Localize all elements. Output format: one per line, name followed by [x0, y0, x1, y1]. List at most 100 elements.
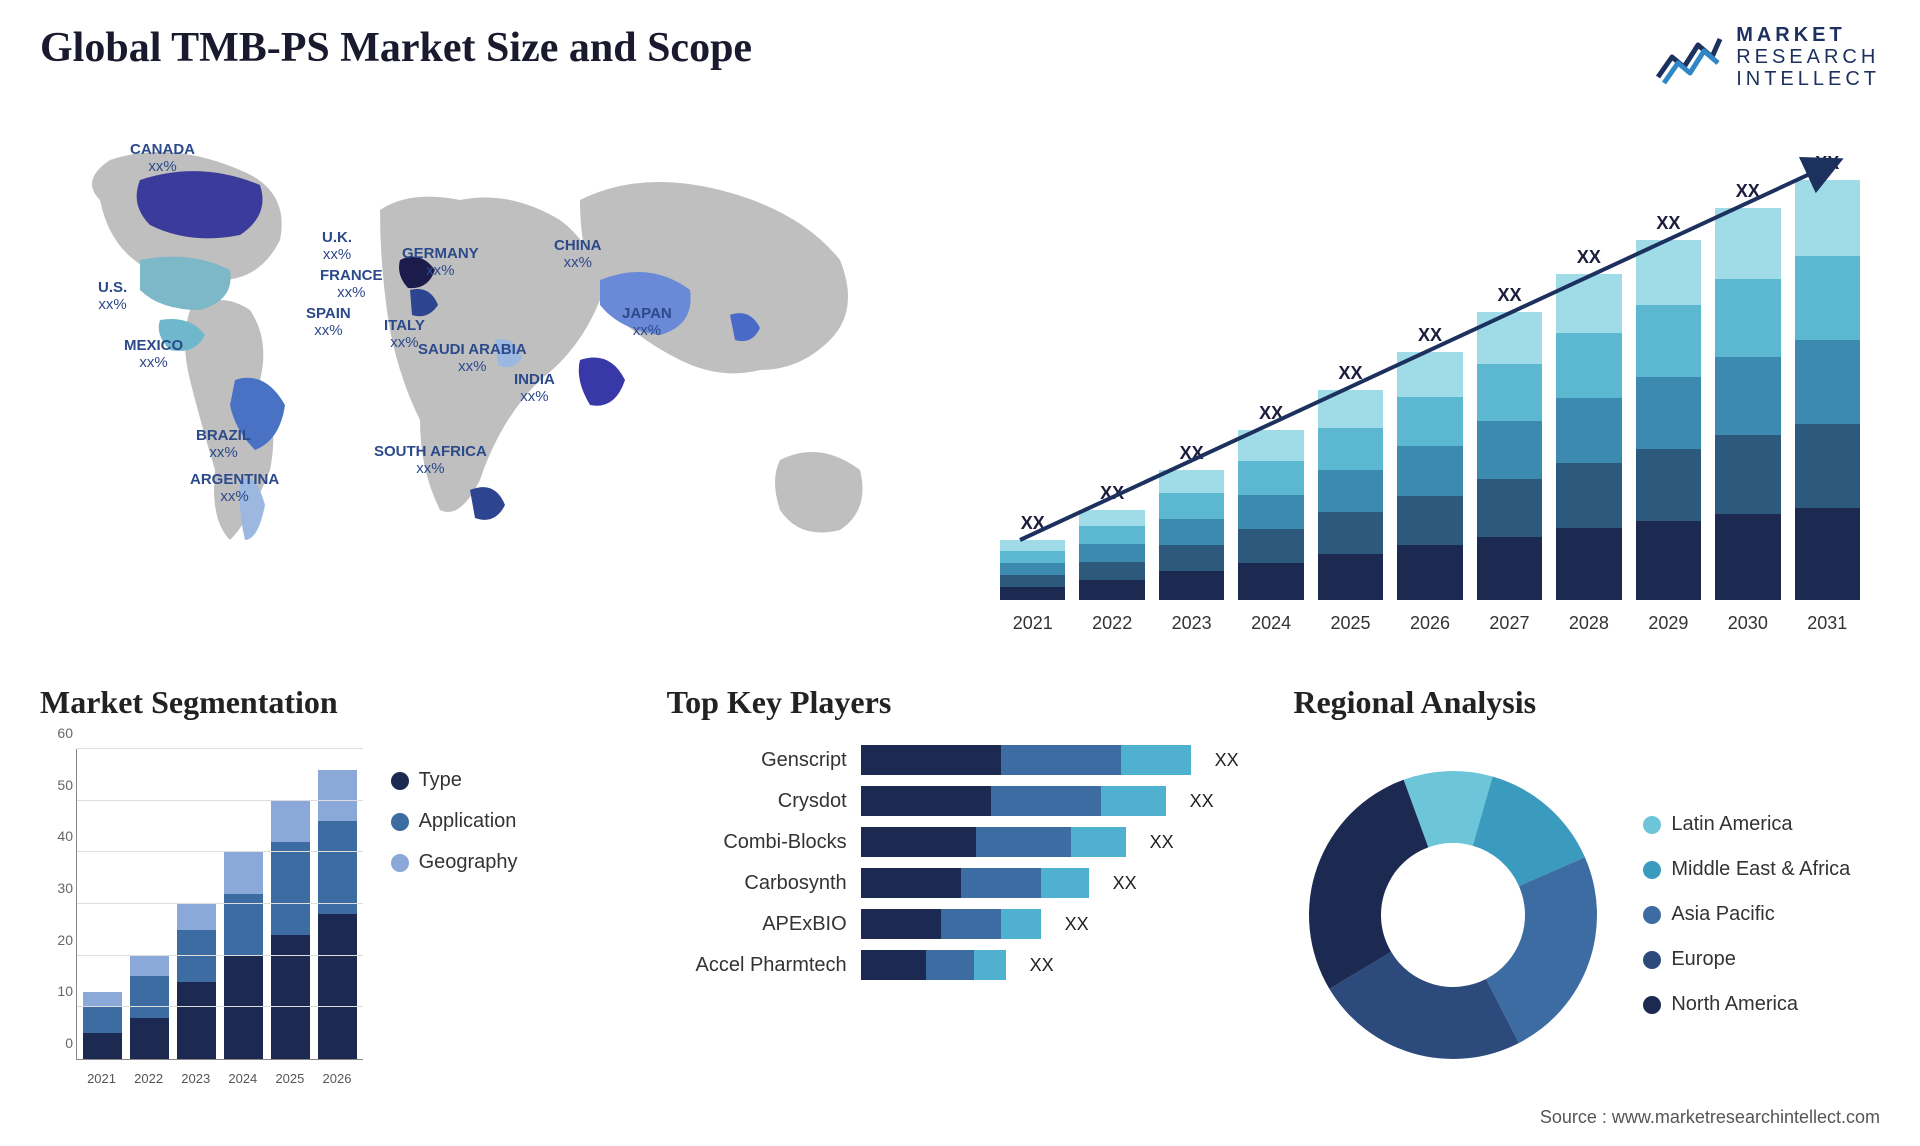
country-label: FRANCExx% — [320, 268, 383, 301]
key-player-bar — [861, 868, 1089, 898]
country-label: GERMANYxx% — [402, 246, 479, 279]
growth-value-label: XX — [1180, 443, 1204, 464]
key-player-row: GenscriptXX — [667, 745, 1254, 775]
logo-mark-icon — [1654, 27, 1724, 87]
seg-y-tick: 10 — [45, 983, 73, 999]
seg-bar — [224, 852, 263, 1059]
seg-x-label: 2021 — [82, 1071, 121, 1086]
growth-bar: XX — [1397, 325, 1462, 600]
growth-x-label: 2026 — [1397, 613, 1462, 634]
page-title: Global TMB-PS Market Size and Scope — [40, 24, 752, 72]
key-player-label: Accel Pharmtech — [667, 954, 847, 977]
seg-y-tick: 0 — [45, 1035, 73, 1051]
source-footer: Source : www.marketresearchintellect.com — [1540, 1107, 1880, 1128]
country-label: MEXICOxx% — [124, 338, 183, 371]
growth-value-label: XX — [1021, 513, 1045, 534]
growth-x-label: 2023 — [1159, 613, 1224, 634]
seg-x-label: 2025 — [270, 1071, 309, 1086]
key-player-row: APExBIOXX — [667, 909, 1254, 939]
seg-y-tick: 20 — [45, 932, 73, 948]
key-player-row: Combi-Blocks XX — [667, 827, 1254, 857]
country-label: ARGENTINAxx% — [190, 472, 279, 505]
title-bar: Global TMB-PS Market Size and Scope MARK… — [40, 24, 1880, 90]
key-player-row: Carbosynth XX — [667, 868, 1254, 898]
key-player-value: XX — [1190, 791, 1214, 812]
growth-bar: XX — [1159, 443, 1224, 600]
key-player-label: Crysdot — [667, 790, 847, 813]
regional-donut-chart — [1293, 755, 1613, 1075]
growth-x-label: 2031 — [1795, 613, 1860, 634]
regional-legend: Latin AmericaMiddle East & AfricaAsia Pa… — [1643, 813, 1850, 1016]
world-map-icon — [40, 120, 940, 640]
country-label: U.K.xx% — [322, 230, 352, 263]
seg-bar — [318, 770, 357, 1059]
brand-logo: MARKET RESEARCH INTELLECT — [1654, 24, 1880, 90]
seg-x-label: 2026 — [317, 1071, 356, 1086]
legend-item: Middle East & Africa — [1643, 858, 1850, 881]
growth-x-label: 2030 — [1715, 613, 1780, 634]
growth-bar: XX — [1238, 403, 1303, 600]
growth-bar: XX — [1556, 247, 1621, 600]
key-player-bar — [861, 950, 1006, 980]
country-label: BRAZILxx% — [196, 428, 251, 461]
legend-item: Application — [391, 810, 627, 833]
growth-bar: XX — [1318, 363, 1383, 600]
seg-y-tick: 40 — [45, 828, 73, 844]
growth-bar: XX — [1079, 483, 1144, 600]
segmentation-panel: Market Segmentation 0102030405060 202120… — [40, 684, 627, 1090]
key-player-label: Carbosynth — [667, 872, 847, 895]
legend-item: Geography — [391, 851, 627, 874]
key-player-bar — [861, 909, 1041, 939]
growth-bar: XX — [1477, 285, 1542, 600]
key-player-bar — [861, 786, 1166, 816]
growth-bar: XX — [1000, 513, 1065, 600]
growth-x-label: 2029 — [1636, 613, 1701, 634]
key-player-label: Genscript — [667, 749, 847, 772]
seg-y-tick: 50 — [45, 777, 73, 793]
key-player-label: Combi-Blocks — [667, 831, 847, 854]
country-label: SOUTH AFRICAxx% — [374, 444, 487, 477]
growth-value-label: XX — [1339, 363, 1363, 384]
logo-text: MARKET RESEARCH INTELLECT — [1736, 24, 1880, 90]
growth-x-label: 2024 — [1238, 613, 1303, 634]
country-label: INDIAxx% — [514, 372, 555, 405]
growth-value-label: XX — [1259, 403, 1283, 424]
key-players-title: Top Key Players — [667, 684, 1254, 721]
top-row: CANADAxx%U.S.xx%MEXICOxx%BRAZILxx%ARGENT… — [40, 120, 1880, 640]
growth-x-label: 2025 — [1318, 613, 1383, 634]
key-player-bar — [861, 827, 1126, 857]
donut-slice — [1309, 779, 1428, 988]
growth-value-label: XX — [1100, 483, 1124, 504]
growth-x-label: 2022 — [1079, 613, 1144, 634]
growth-bar: XX — [1715, 181, 1780, 600]
regional-title: Regional Analysis — [1293, 684, 1880, 721]
growth-bar: XX — [1795, 153, 1860, 600]
growth-bar: XX — [1636, 213, 1701, 600]
growth-chart: XX XX XX XX XX XX XX XX XX XX XX 2021 2022 2023 2024 2… — [980, 120, 1880, 640]
key-player-row: Crysdot XX — [667, 786, 1254, 816]
seg-bar — [83, 992, 122, 1059]
growth-value-label: XX — [1497, 285, 1521, 306]
legend-item: Latin America — [1643, 813, 1850, 836]
key-player-value: XX — [1150, 832, 1174, 853]
key-player-bar — [861, 745, 1191, 775]
key-player-value: XX — [1030, 955, 1054, 976]
growth-value-label: XX — [1577, 247, 1601, 268]
key-players-panel: Top Key Players GenscriptXXCrysdotXXComb… — [667, 684, 1254, 1090]
country-label: CANADAxx% — [130, 142, 195, 175]
country-label: JAPANxx% — [622, 306, 672, 339]
growth-value-label: XX — [1736, 181, 1760, 202]
segmentation-chart: 0102030405060 202120222023202420252026 — [40, 739, 371, 1090]
key-player-value: XX — [1113, 873, 1137, 894]
country-label: CHINAxx% — [554, 238, 602, 271]
growth-value-label: XX — [1815, 153, 1839, 174]
growth-value-label: XX — [1418, 325, 1442, 346]
legend-item: North America — [1643, 993, 1850, 1016]
key-players-chart: GenscriptXXCrysdotXXCombi-BlocksXXCarbos… — [667, 739, 1254, 1090]
seg-x-label: 2023 — [176, 1071, 215, 1086]
regional-panel: Regional Analysis Latin America Middle Ea… — [1293, 684, 1880, 1090]
seg-y-tick: 30 — [45, 880, 73, 896]
growth-value-label: XX — [1656, 213, 1680, 234]
key-player-row: Accel Pharmtech XX — [667, 950, 1254, 980]
growth-x-label: 2021 — [1000, 613, 1065, 634]
